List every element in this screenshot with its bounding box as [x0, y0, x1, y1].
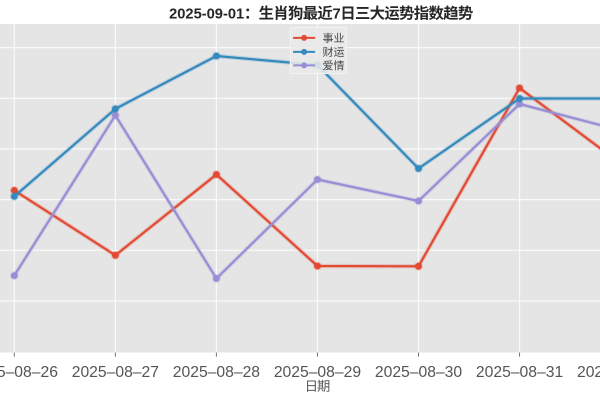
svg-text:7: 7: [332, 7, 340, 23]
svg-text:2025–08–30: 2025–08–30: [375, 364, 463, 381]
svg-text:2025-09-01: 2025-09-01: [169, 7, 244, 23]
svg-text:2025–08–29: 2025–08–29: [274, 364, 361, 381]
svg-text:2025–08–31: 2025–08–31: [476, 364, 563, 381]
svg-text:2025–08–26: 2025–08–26: [0, 364, 58, 381]
svg-text:2025–09–01: 2025–09–01: [577, 364, 600, 381]
svg-text:2025–08–27: 2025–08–27: [72, 364, 159, 381]
svg-text:2025–08–28: 2025–08–28: [173, 364, 261, 381]
